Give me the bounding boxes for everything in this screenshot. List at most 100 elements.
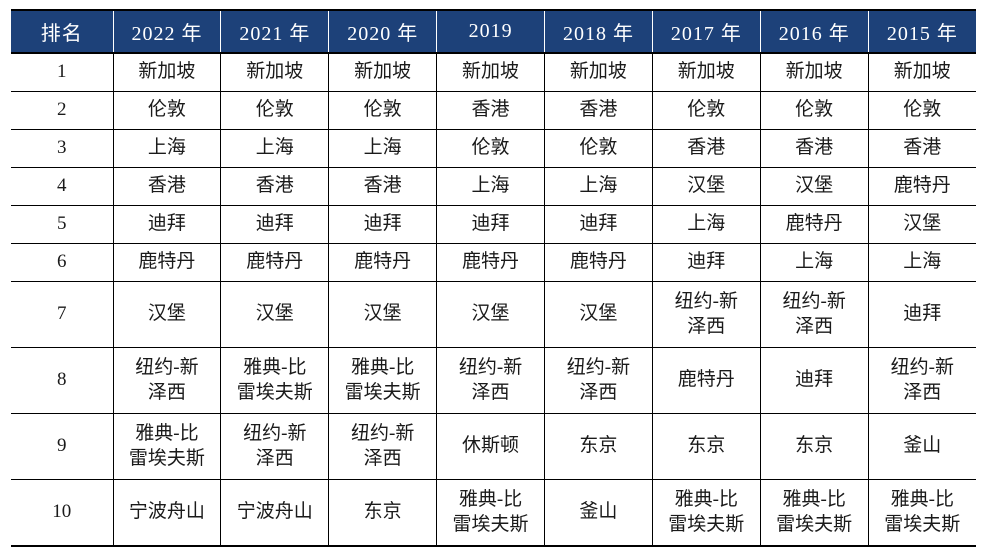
port-name: 香港 [549,98,648,122]
port-cell-2018-rank-7: 汉堡 [544,281,653,348]
port-name: 香港 [225,174,324,198]
port-cell-2022-rank-10: 宁波舟山 [112,479,222,547]
port-name: 东京 [333,500,432,524]
port-cell-2016-rank-3: 香港 [759,129,869,168]
port-cell-2016-rank-7: 纽约-新 泽西 [759,281,869,348]
port-cell-2016-rank-2: 伦敦 [759,91,869,130]
port-cell-2022-rank-5: 迪拜 [112,205,222,244]
port-name: 鹿特丹 [765,212,864,236]
port-name-line: 新加坡 [246,61,304,83]
table-row: 3 上海 上海 上海 伦敦 伦敦 香港 香港 香港 [11,129,976,168]
port-name: 东京 [765,434,864,458]
table-row: 10 宁波舟山 宁波舟山 东京 雅典-比 雷埃夫斯 釜山 雅典-比 雷埃夫斯 雅典-比 雷埃夫斯 雅典… [11,479,976,547]
port-cell-2017-rank-9: 东京 [651,413,761,480]
port-name-line: 泽西 [579,381,618,403]
port-name: 雅典-比 雷埃夫斯 [118,422,217,471]
port-cell-2018-rank-10: 釜山 [544,479,653,547]
port-name-line: 泽西 [687,315,726,337]
port-name: 迪拜 [118,212,217,236]
port-name-line: 香港 [471,99,510,121]
rank-cell: 6 [11,243,114,282]
port-name-line: 鹿特丹 [569,251,627,273]
port-cell-2019-rank-7: 汉堡 [436,281,545,348]
port-name-line: 宁波舟山 [236,501,313,523]
port-name-line: 汉堡 [147,303,186,325]
port-name-line: 雷埃夫斯 [776,513,853,535]
port-cell-2015-rank-5: 汉堡 [867,205,976,244]
table-row: 7 汉堡 汉堡 汉堡 汉堡 汉堡 纽约-新 泽西 纽约-新 泽西 迪拜 [11,281,976,348]
port-name-line: 汉堡 [363,303,402,325]
port-cell-2019-rank-1: 新加坡 [436,53,545,92]
port-name-line: 雷埃夫斯 [884,513,961,535]
port-name-line: 泽西 [363,447,402,469]
port-name-line: 泽西 [471,381,510,403]
port-cell-2018-rank-9: 东京 [544,413,653,480]
port-cell-2015-rank-1: 新加坡 [867,53,976,92]
port-cell-2020-rank-9: 纽约-新 泽西 [328,413,438,480]
port-name-line: 汉堡 [687,175,726,197]
port-cell-2019-rank-3: 伦敦 [436,129,545,168]
port-name-line: 纽约-新 [243,423,307,445]
table-row: 4 香港 香港 香港 上海 上海 汉堡 汉堡 鹿特丹 [11,167,976,206]
port-cell-2022-rank-9: 雅典-比 雷埃夫斯 [112,413,222,480]
port-name-line: 迪拜 [903,303,942,325]
port-cell-2019-rank-2: 香港 [436,91,545,130]
port-name-line: 雷埃夫斯 [236,381,313,403]
port-name-line: 休斯顿 [462,435,520,457]
port-name: 新加坡 [333,60,432,84]
port-name-line: 雷埃夫斯 [344,381,421,403]
port-name-line: 迪拜 [687,251,726,273]
port-name: 上海 [118,136,217,160]
port-name-line: 鹿特丹 [246,251,304,273]
table-row: 5 迪拜 迪拜 迪拜 迪拜 迪拜 上海 鹿特丹 汉堡 [11,205,976,244]
port-name: 宁波舟山 [225,500,324,524]
port-name-line: 迪拜 [795,369,834,391]
port-cell-2019-rank-5: 迪拜 [436,205,545,244]
port-cell-2017-rank-3: 香港 [651,129,761,168]
port-name-line: 汉堡 [903,213,942,235]
port-name: 汉堡 [657,174,756,198]
port-cell-2017-rank-1: 新加坡 [651,53,761,92]
port-name: 上海 [549,174,648,198]
port-name-line: 汉堡 [579,303,618,325]
port-name: 纽约-新 泽西 [225,422,324,471]
port-cell-2022-rank-4: 香港 [112,167,222,206]
port-name: 香港 [118,174,217,198]
port-cell-2016-rank-4: 汉堡 [759,167,869,206]
port-name-line: 伦敦 [903,99,942,121]
port-name: 迪拜 [225,212,324,236]
port-name: 迪拜 [333,212,432,236]
port-name-line: 伦敦 [147,99,186,121]
rank-cell: 1 [11,53,114,92]
port-name-line: 迪拜 [471,213,510,235]
port-cell-2016-rank-10: 雅典-比 雷埃夫斯 [759,479,869,547]
port-name: 香港 [657,136,756,160]
port-cell-2021-rank-10: 宁波舟山 [220,479,330,547]
port-name: 东京 [657,434,756,458]
port-cell-2018-rank-3: 伦敦 [544,129,653,168]
port-name-line: 香港 [147,175,186,197]
port-name: 香港 [765,136,864,160]
port-name-line: 迪拜 [147,213,186,235]
port-name-line: 香港 [255,175,294,197]
port-name-line: 鹿特丹 [462,251,520,273]
port-name: 新加坡 [225,60,324,84]
port-name-line: 雅典-比 [351,357,415,379]
port-cell-2018-rank-6: 鹿特丹 [544,243,653,282]
port-cell-2018-rank-5: 迪拜 [544,205,653,244]
port-cell-2016-rank-8: 迪拜 [759,347,869,414]
column-header-year-2021: 2021 年 [220,9,330,54]
column-header-year-2017: 2017 年 [651,9,761,54]
port-cell-2021-rank-7: 汉堡 [220,281,330,348]
port-name-line: 上海 [363,137,402,159]
port-cell-2020-rank-2: 伦敦 [328,91,438,130]
port-name-line: 伦敦 [687,99,726,121]
port-name-line: 上海 [147,137,186,159]
port-cell-2016-rank-5: 鹿特丹 [759,205,869,244]
header-row: 排名 2022 年 2021 年 2020 年 2019 2018 年 2017 年 2016… [11,9,976,54]
port-name-line: 雅典-比 [674,489,738,511]
port-name: 伦敦 [441,136,540,160]
port-cell-2022-rank-7: 汉堡 [112,281,222,348]
port-cell-2015-rank-2: 伦敦 [867,91,976,130]
port-name: 香港 [873,136,972,160]
